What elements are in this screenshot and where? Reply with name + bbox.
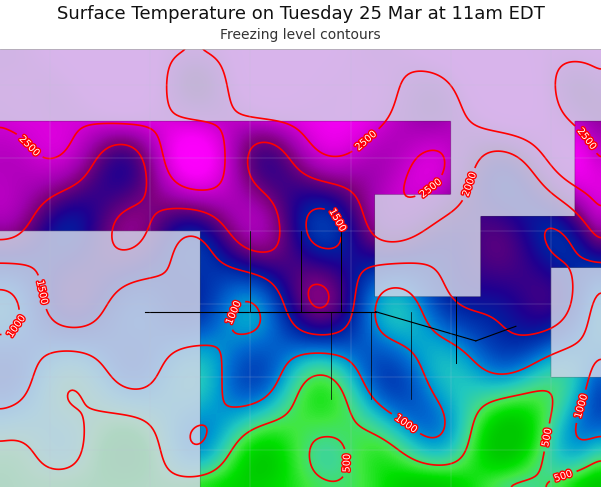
Text: Freezing level contours: Freezing level contours: [220, 28, 381, 42]
Text: 1000: 1000: [5, 314, 27, 339]
Text: 500: 500: [540, 428, 554, 448]
Text: 1500: 1500: [35, 279, 50, 305]
Text: 2500: 2500: [418, 176, 444, 200]
Text: 500: 500: [553, 468, 573, 484]
Text: 2500: 2500: [17, 133, 42, 158]
Text: 1000: 1000: [393, 412, 419, 435]
Text: 2000: 2000: [460, 171, 478, 198]
Text: 2500: 2500: [575, 126, 599, 151]
Text: 1500: 1500: [327, 207, 348, 233]
Text: Surface Temperature on Tuesday 25 Mar at 11am EDT: Surface Temperature on Tuesday 25 Mar at…: [56, 5, 545, 22]
Text: 500: 500: [341, 454, 352, 472]
Text: 1000: 1000: [573, 393, 589, 419]
Text: 1000: 1000: [224, 300, 243, 326]
Text: 2500: 2500: [353, 129, 379, 152]
